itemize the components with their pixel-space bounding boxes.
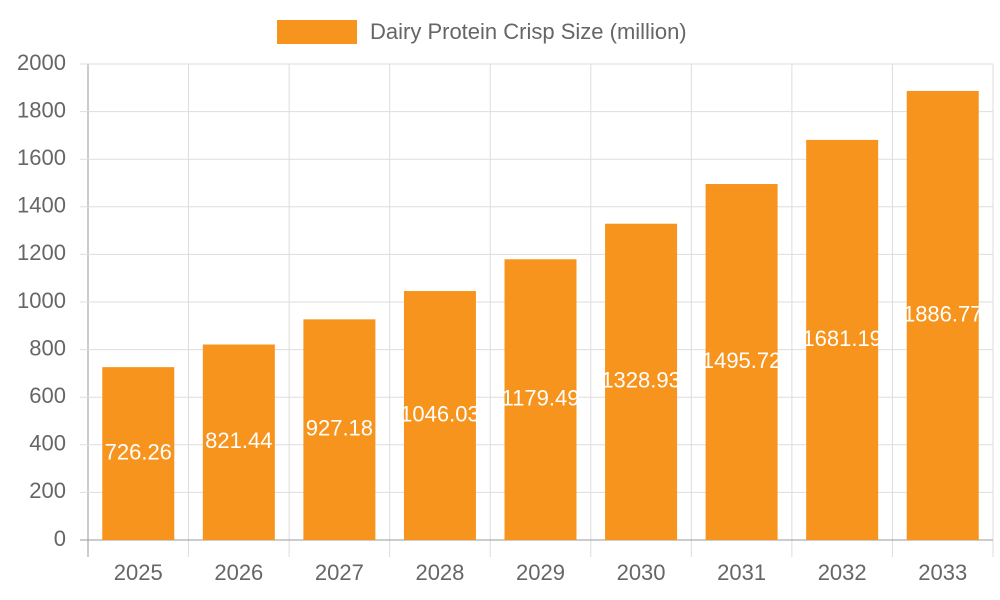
y-tick-label: 2000 — [17, 50, 66, 75]
x-tick-label: 2028 — [415, 560, 464, 585]
y-tick-label: 1400 — [17, 193, 66, 218]
bar — [605, 223, 678, 540]
bar — [906, 90, 979, 541]
y-tick-label: 1200 — [17, 240, 66, 265]
value-label: 1681.19 — [802, 326, 882, 351]
bar — [403, 291, 476, 540]
x-tick-label: 2025 — [114, 560, 163, 585]
y-tick-label: 1000 — [17, 288, 66, 313]
value-label: 1179.49 — [502, 385, 580, 410]
y-tick-label: 400 — [29, 431, 66, 456]
bar — [303, 319, 376, 540]
bar — [504, 259, 577, 540]
x-tick-label: 2027 — [315, 560, 364, 585]
value-label: 821.44 — [205, 428, 272, 453]
y-tick-label: 1600 — [17, 145, 66, 170]
x-tick-label: 2031 — [717, 560, 766, 585]
y-tick-label: 1800 — [17, 97, 66, 122]
legend-swatch — [277, 20, 357, 44]
value-label: 726.26 — [105, 439, 172, 464]
bar — [705, 184, 778, 540]
legend-label: Dairy Protein Crisp Size (million) — [370, 19, 687, 44]
y-tick-label: 600 — [29, 383, 66, 408]
value-label: 927.18 — [306, 415, 373, 440]
y-tick-label: 0 — [54, 526, 66, 551]
value-label: 1328.93 — [601, 368, 681, 393]
x-tick-label: 2032 — [818, 560, 867, 585]
x-tick-label: 2030 — [617, 560, 666, 585]
x-tick-label: 2033 — [918, 560, 967, 585]
bar — [806, 139, 879, 541]
x-tick-label: 2026 — [214, 560, 263, 585]
bar — [102, 367, 175, 540]
bar — [202, 344, 275, 540]
value-label: 1046.03 — [400, 401, 480, 426]
y-tick-label: 800 — [29, 335, 66, 360]
value-label: 1886.77 — [903, 301, 983, 326]
x-tick-label: 2029 — [516, 560, 565, 585]
value-label: 1495.72 — [702, 348, 782, 373]
y-tick-label: 200 — [29, 478, 66, 503]
